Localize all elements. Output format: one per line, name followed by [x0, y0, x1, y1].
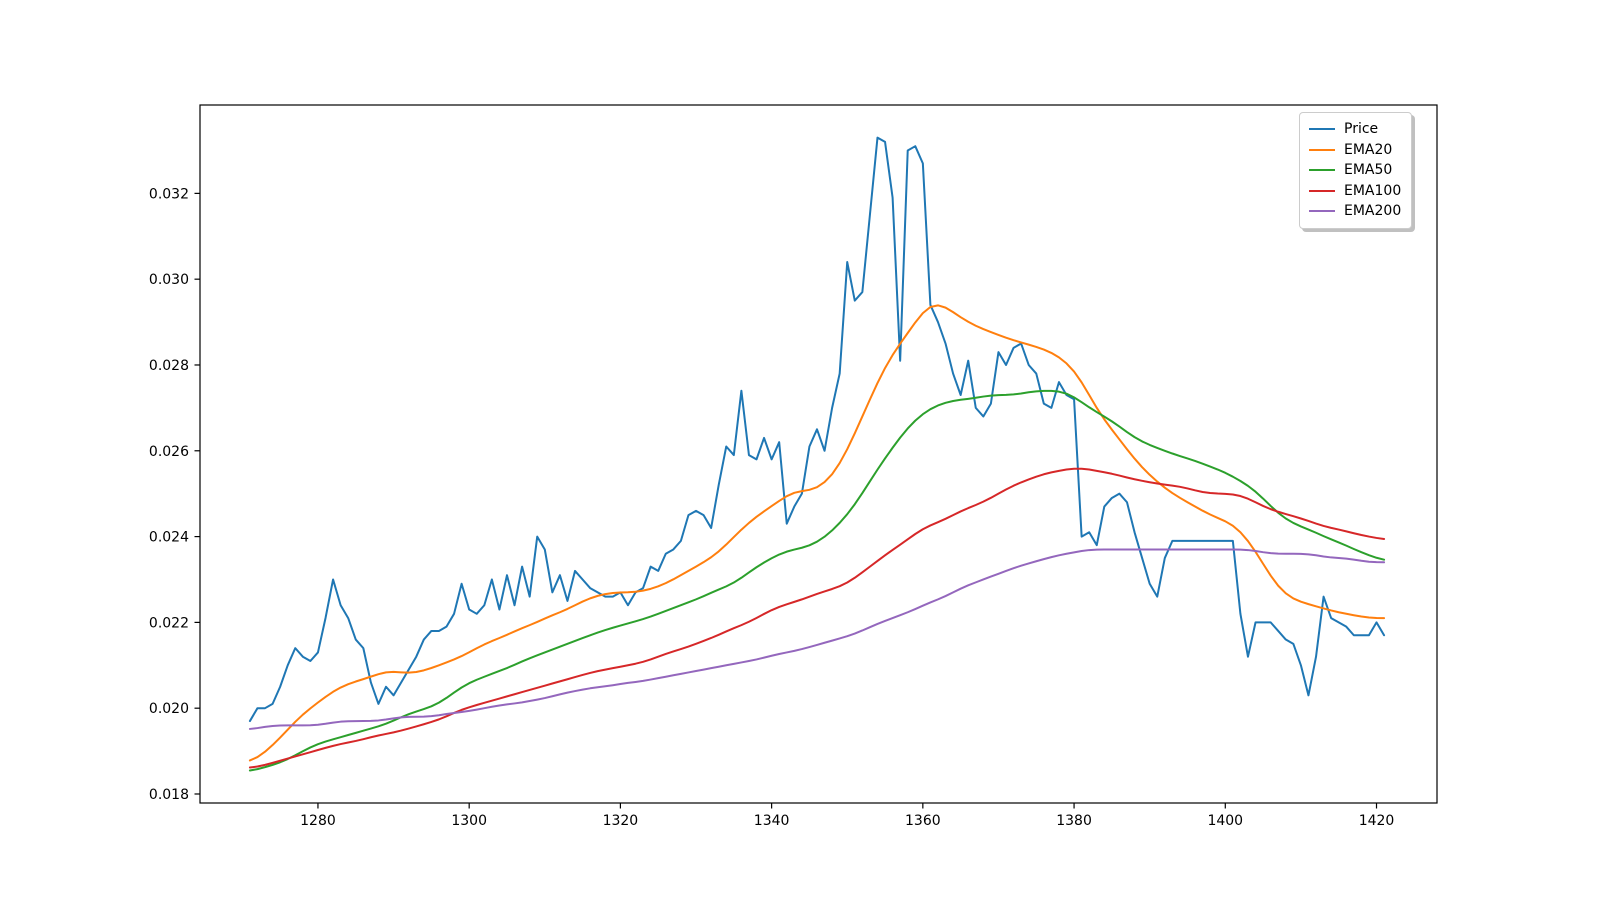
legend-swatch-ema20 [1309, 148, 1335, 151]
legend-swatch-ema100 [1309, 189, 1335, 192]
legend-label: Price [1344, 121, 1379, 138]
legend-entry-ema200: EMA200 [1309, 201, 1401, 222]
x-tick-label: 1380 [1056, 813, 1092, 829]
legend-entry-price: Price [1309, 119, 1401, 140]
legend-label: EMA200 [1344, 203, 1402, 220]
x-tick-label: 1280 [300, 813, 336, 829]
y-tick-label: 0.020 [149, 701, 189, 717]
x-tick-label: 1420 [1359, 813, 1395, 829]
legend-label: EMA50 [1344, 162, 1393, 179]
legend-swatch-ema200 [1309, 210, 1335, 213]
plot-border [199, 104, 1438, 804]
x-tick-label: 1400 [1207, 813, 1243, 829]
y-tick-label: 0.032 [149, 186, 189, 202]
y-tick-label: 0.024 [149, 530, 189, 546]
legend-swatch-ema50 [1309, 169, 1335, 172]
series-line-ema200 [248, 548, 1386, 730]
x-tick-label: 1320 [603, 813, 639, 829]
legend-swatch-price [1309, 128, 1335, 131]
y-tick-label: 0.028 [149, 358, 189, 374]
y-tick-label: 0.026 [149, 444, 189, 460]
legend-label: EMA100 [1344, 182, 1402, 199]
y-tick-label: 0.030 [149, 272, 189, 288]
legend: Price EMA20 EMA50 EMA100 EMA200 [1299, 112, 1413, 229]
series-line-price [248, 136, 1386, 723]
series-line-ema100 [248, 467, 1386, 769]
y-tick-label: 0.018 [149, 787, 189, 803]
x-tick-label: 1300 [451, 813, 487, 829]
series-line-ema50 [248, 389, 1386, 772]
legend-entry-ema100: EMA100 [1309, 181, 1401, 202]
legend-label: EMA20 [1344, 141, 1393, 158]
x-tick-label: 1360 [905, 813, 941, 829]
legend-entry-ema50: EMA50 [1309, 160, 1401, 181]
legend-list: Price EMA20 EMA50 EMA100 EMA200 [1309, 119, 1401, 222]
series-line-ema20 [248, 304, 1386, 762]
legend-entry-ema20: EMA20 [1309, 140, 1401, 161]
y-tick-label: 0.022 [149, 615, 189, 631]
x-tick-label: 1340 [754, 813, 790, 829]
